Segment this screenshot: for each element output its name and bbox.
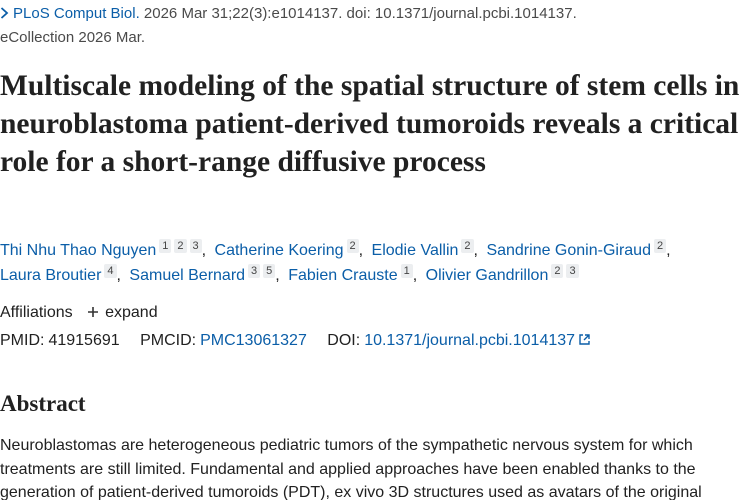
abstract-text: Neuroblastomas are heterogeneous pediatr… <box>0 437 702 500</box>
journal-name[interactable]: PLoS Comput Biol. <box>13 5 140 22</box>
doi[interactable]: 10.1371/journal.pcbi.1014137 <box>364 332 576 349</box>
plus-icon <box>88 307 99 317</box>
affiliation-number[interactable]: 5 <box>263 264 276 278</box>
affiliation-number[interactable]: 3 <box>566 264 579 278</box>
author: Olivier Gandrillon 2 3 <box>425 264 579 284</box>
expand-label[interactable]: expand <box>105 304 158 321</box>
pmid: 41915691 <box>48 332 120 349</box>
doi-link[interactable]: 10.1371/journal.pcbi.1014137 <box>364 332 591 349</box>
author: Elodie Vallin 2 <box>371 239 482 259</box>
affiliation-number[interactable]: 2 <box>551 264 564 278</box>
pmid-label: PMID: <box>0 332 45 349</box>
external-link-icon <box>579 334 590 345</box>
affiliation-number[interactable]: 2 <box>174 239 187 253</box>
affiliation-number[interactable]: 4 <box>104 264 117 278</box>
affiliation-number[interactable]: 2 <box>653 239 667 253</box>
author-name[interactable]: Thi Nhu Thao Nguyen <box>0 242 157 259</box>
author: Thi Nhu Thao Nguyen 1 2 3 <box>0 239 210 259</box>
article-title: Multiscale modeling of the spatial struc… <box>0 70 740 178</box>
author-name[interactable]: Samuel Bernard <box>129 267 246 284</box>
identifiers: PMID: 41915691 PMCID: PMC13061327 DOI: 10.1… <box>0 332 591 350</box>
citation: PLoS Comput Biol. 2026 Mar 31;22(3):e101… <box>0 2 740 50</box>
affiliation-number[interactable]: 2 <box>461 239 474 253</box>
affiliation-number[interactable]: 3 <box>248 264 261 278</box>
doi-label: DOI: <box>327 332 361 349</box>
chevron-icon <box>0 7 9 19</box>
affiliation-number[interactable]: 3 <box>189 239 202 253</box>
pmcid-label: PMCID: <box>140 332 197 349</box>
affiliation-number[interactable]: 1 <box>400 264 413 278</box>
affiliations: Affiliations expand <box>0 304 158 322</box>
author-name[interactable]: Fabien Crauste <box>288 267 398 284</box>
affiliation-number[interactable]: 2 <box>346 239 359 253</box>
author: Samuel Bernard 3 5 <box>129 264 284 284</box>
author: Fabien Crauste 1 <box>288 264 421 284</box>
author: Laura Broutier 4 <box>0 264 125 284</box>
affiliation-number[interactable]: 1 <box>159 239 172 253</box>
expand-toggle[interactable]: expand <box>87 304 158 321</box>
author-name[interactable]: Catherine Koering <box>214 242 344 259</box>
author-name[interactable]: Elodie Vallin <box>371 242 459 259</box>
author-name[interactable]: Laura Broutier <box>0 267 102 284</box>
author-name[interactable]: Sandrine Gonin-Giraud <box>486 242 651 259</box>
ecollection: eCollection 2026 Mar. <box>0 29 146 46</box>
pmcid-link[interactable]: PMC13061327 <box>200 332 307 349</box>
author-name[interactable]: Olivier Gandrillon <box>425 267 549 284</box>
author: Catherine Koering 2 <box>214 239 367 259</box>
abstract-heading: Abstract <box>0 391 86 416</box>
author: Sandrine Gonin-Giraud 2 <box>486 239 675 259</box>
citation-details: 2026 Mar 31;22(3):e1014137. doi: 10.1371… <box>143 5 577 22</box>
journal-link[interactable]: PLoS Comput Biol. <box>0 5 140 22</box>
affiliations-label: Affiliations <box>0 304 73 321</box>
